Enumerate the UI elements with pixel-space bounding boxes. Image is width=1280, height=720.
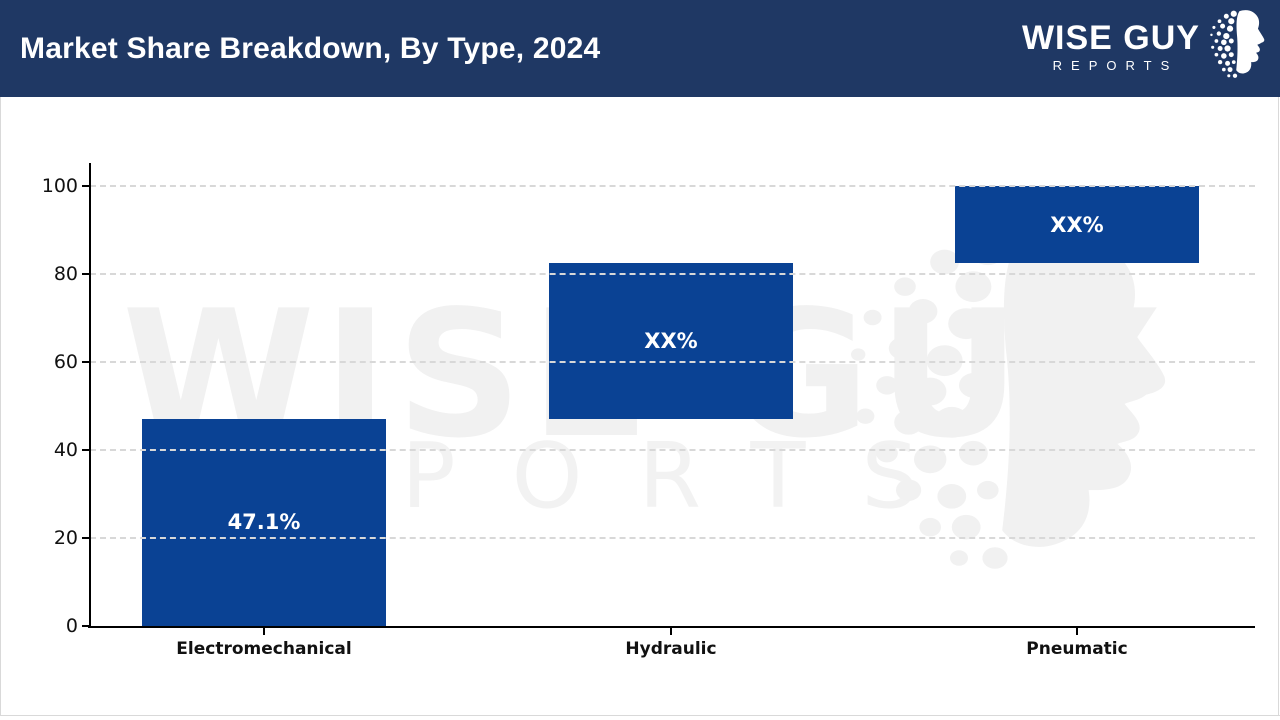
y-tick-60 <box>82 361 89 363</box>
bar-hydraulic: XX% <box>549 263 793 419</box>
x-category-label-pneumatic: Pneumatic <box>1026 639 1128 659</box>
y-tick-0 <box>82 625 89 627</box>
y-tick-label-0: 0 <box>65 615 78 637</box>
x-category-label-electromechanical: Electromechanical <box>176 639 352 659</box>
gridline-60 <box>90 361 1255 363</box>
bar-value-label-hydraulic: XX% <box>644 329 698 354</box>
logo-subtext: REPORTS <box>1052 57 1179 73</box>
y-tick-label-60: 60 <box>53 351 78 373</box>
frame-right-line <box>1278 97 1279 716</box>
x-tick-electromechanical <box>263 628 265 635</box>
page-title: Market Share Breakdown, By Type, 2024 <box>20 31 601 65</box>
logo-text: WISE GUY REPORTS <box>1022 20 1200 73</box>
y-tick-100 <box>82 185 89 187</box>
x-tick-hydraulic <box>670 628 672 635</box>
bar-pneumatic: XX% <box>955 186 1199 264</box>
frame-bottom-line <box>0 715 1280 716</box>
y-axis-line <box>89 163 91 628</box>
gridline-20 <box>90 537 1255 539</box>
gridline-40 <box>90 449 1255 451</box>
wiseguy-logo: WISE GUY REPORTS <box>1022 6 1266 86</box>
y-tick-label-40: 40 <box>53 439 78 461</box>
logo-wordmark: WISE GUY <box>1021 18 1200 57</box>
frame-left-line <box>0 97 1 716</box>
bar-value-label-electromechanical: 47.1% <box>227 510 301 535</box>
y-tick-20 <box>82 537 89 539</box>
gridline-100 <box>90 185 1255 187</box>
gridline-80 <box>90 273 1255 275</box>
bar-electromechanical: 47.1% <box>142 418 386 626</box>
x-category-label-hydraulic: Hydraulic <box>625 639 717 659</box>
bar-value-label-pneumatic: XX% <box>1050 212 1104 237</box>
y-tick-label-80: 80 <box>53 263 78 285</box>
header: Market Share Breakdown, By Type, 2024 WI… <box>0 0 1280 97</box>
watermark-head-profile-icon <box>851 231 1166 569</box>
y-tick-80 <box>82 273 89 275</box>
x-axis-line <box>88 626 1255 628</box>
y-tick-label-20: 20 <box>53 527 78 549</box>
x-tick-pneumatic <box>1076 628 1078 635</box>
logo-head-profile-icon <box>1210 10 1265 78</box>
y-tick-40 <box>82 449 89 451</box>
y-tick-label-100: 100 <box>41 175 78 197</box>
